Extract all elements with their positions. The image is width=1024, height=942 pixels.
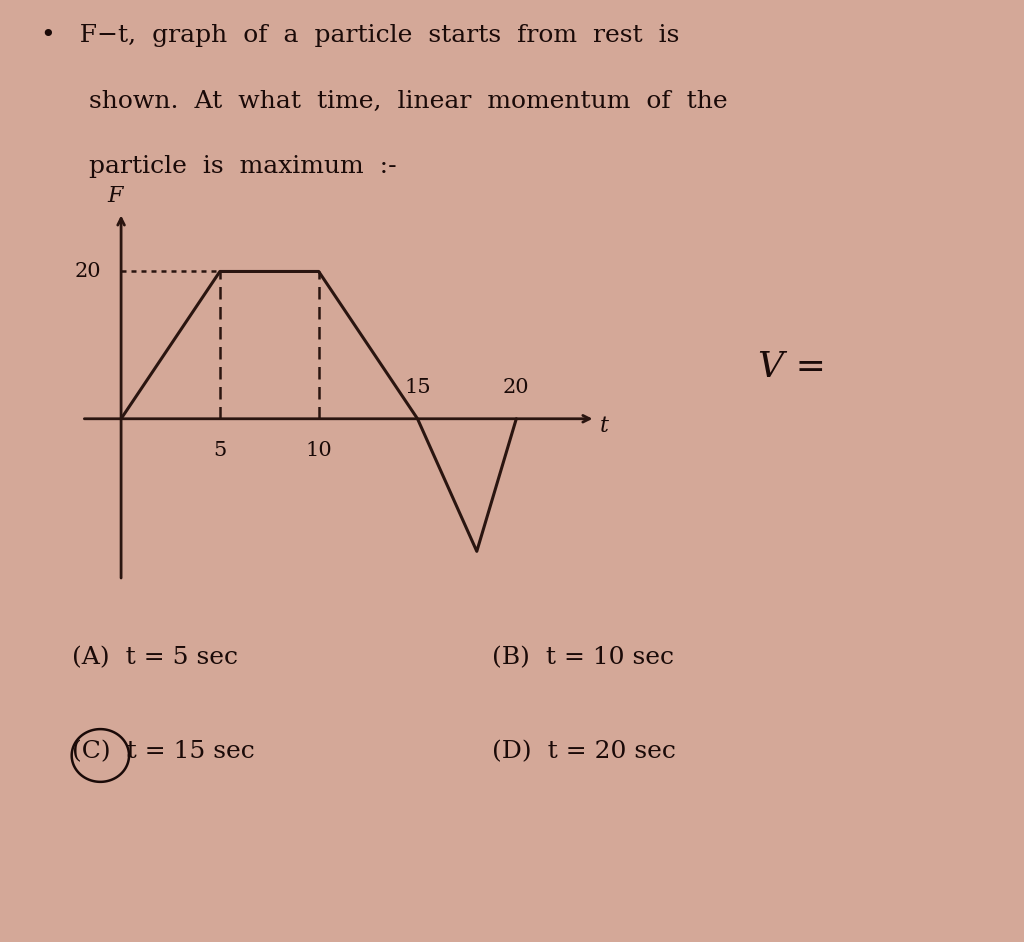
Text: (A)  t = 5 sec: (A) t = 5 sec — [72, 646, 238, 669]
Text: t: t — [599, 415, 608, 437]
Text: (C)  t = 15 sec: (C) t = 15 sec — [72, 740, 254, 763]
Text: 10: 10 — [305, 441, 332, 460]
Text: (B)  t = 10 sec: (B) t = 10 sec — [492, 646, 674, 669]
Text: (D)  t = 20 sec: (D) t = 20 sec — [492, 740, 676, 763]
Text: 5: 5 — [213, 441, 226, 460]
Text: particle  is  maximum  :-: particle is maximum :- — [41, 155, 396, 178]
Text: 20: 20 — [503, 378, 529, 397]
Text: •   F−t,  graph  of  a  particle  starts  from  rest  is: • F−t, graph of a particle starts from r… — [41, 24, 679, 46]
Text: 20: 20 — [75, 262, 101, 281]
Text: shown.  At  what  time,  linear  momentum  of  the: shown. At what time, linear momentum of … — [41, 89, 728, 112]
Text: 15: 15 — [404, 378, 431, 397]
Text: V =: V = — [758, 349, 825, 383]
Text: F: F — [108, 185, 123, 206]
